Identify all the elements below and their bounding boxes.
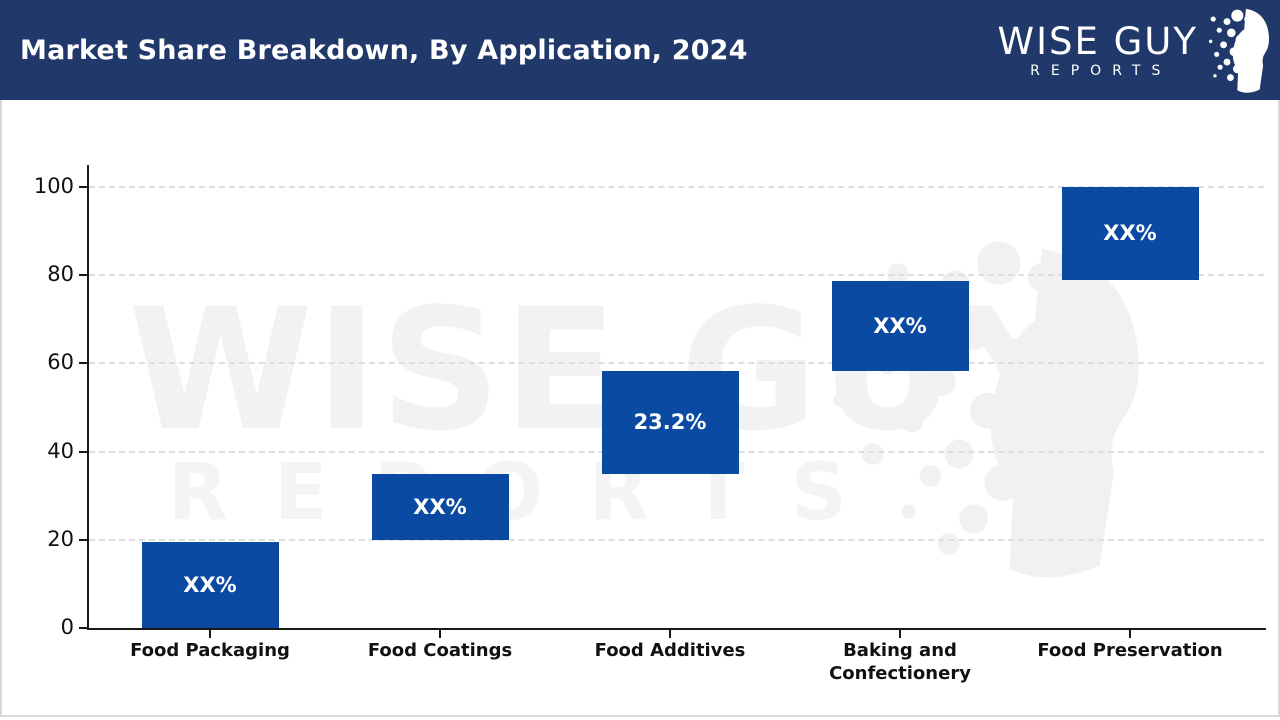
y-tick-0 xyxy=(79,627,87,629)
x-axis-label-food-packaging: Food Packaging xyxy=(130,640,290,661)
gridline-60 xyxy=(89,362,1264,365)
logo-subtitle: REPORTS xyxy=(1030,62,1172,79)
x-axis-label-food-additives: Food Additives xyxy=(594,640,746,661)
page-title: Market Share Breakdown, By Application, … xyxy=(20,34,748,66)
watermark-subtitle: REPORTS xyxy=(168,448,893,538)
y-tick-40 xyxy=(79,450,87,453)
x-axis-label-food-coatings: Food Coatings xyxy=(367,640,513,661)
bar-value-label-food-coatings: XX% xyxy=(413,494,467,519)
bar-value-label-food-packaging: XX% xyxy=(183,572,237,597)
y-tick-20 xyxy=(79,538,87,541)
logo-wordmark: WISE GUY xyxy=(997,19,1198,63)
wiseguy-logo: WISE GUY REPORTS xyxy=(998,6,1270,94)
bar-food-additives: 23.2% xyxy=(601,371,739,474)
y-tick-80 xyxy=(79,274,87,277)
y-tick-label-60: 60 xyxy=(47,350,74,375)
x-tick-food-coatings xyxy=(439,630,441,638)
y-tick-60 xyxy=(79,362,87,365)
bar-value-label-baking-and-confectionery: XX% xyxy=(873,314,927,339)
x-tick-baking-and-confectionery xyxy=(899,630,901,638)
x-tick-food-packaging xyxy=(209,630,211,638)
header-bar: Market Share Breakdown, By Application, … xyxy=(0,0,1280,100)
y-tick-label-20: 20 xyxy=(47,526,74,551)
y-tick-label-0: 0 xyxy=(60,615,74,639)
bar-value-label-food-preservation: XX% xyxy=(1103,221,1157,246)
y-tick-label-80: 80 xyxy=(47,262,74,287)
logo-text: WISE GUY REPORTS xyxy=(998,23,1198,78)
logo-head-icon xyxy=(1208,8,1270,93)
x-tick-food-additives xyxy=(669,630,671,638)
y-axis-line xyxy=(87,165,89,630)
x-axis-label-baking-and-confectionery: Baking and Confectionery xyxy=(829,640,971,684)
bar-food-preservation: XX% xyxy=(1061,187,1199,280)
bar-food-packaging: XX% xyxy=(141,542,279,628)
bar-baking-and-confectionery: XX% xyxy=(831,280,969,372)
bar-value-label-food-additives: 23.2% xyxy=(633,410,707,435)
gridline-20 xyxy=(89,538,1264,541)
gridline-100 xyxy=(89,186,1264,188)
chart-plot-area: 0 20 40 60 80 100 XX% Food Packaging XX% Food Coa… xyxy=(0,100,1280,720)
x-axis-line xyxy=(87,628,1266,630)
bar-food-coatings: XX% xyxy=(371,473,509,540)
x-axis-label-food-preservation: Food Preservation xyxy=(1037,640,1223,661)
y-tick-label-40: 40 xyxy=(47,438,74,463)
gridline-80 xyxy=(89,274,1264,277)
y-tick-100 xyxy=(79,186,87,188)
x-tick-food-preservation xyxy=(1129,630,1131,638)
y-tick-label-100: 100 xyxy=(33,174,74,198)
